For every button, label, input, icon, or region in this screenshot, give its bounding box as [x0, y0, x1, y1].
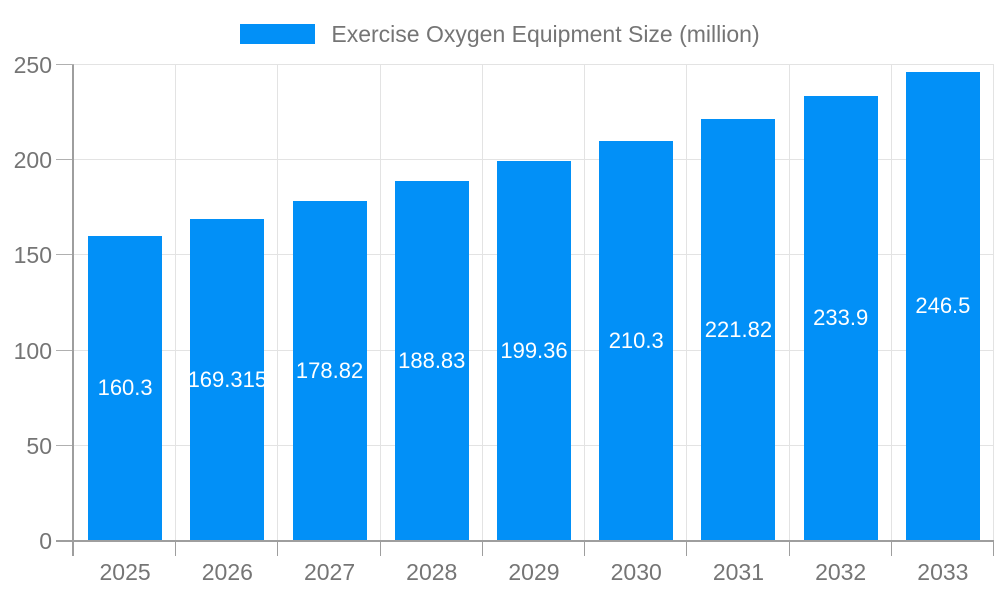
bar[interactable]	[88, 235, 163, 541]
y-tick-label: 200	[13, 147, 52, 174]
v-gridline	[481, 65, 483, 541]
y-tick-label: 150	[13, 242, 52, 269]
y-tick-label: 0	[39, 528, 52, 554]
bar-value-label: 221.82	[704, 316, 773, 342]
legend-swatch-icon	[240, 24, 316, 44]
v-gridline	[584, 65, 586, 541]
legend-item-series[interactable]: Exercise Oxygen Equipment Size (million)	[240, 21, 760, 47]
x-tick-label: 2025	[99, 559, 151, 585]
legend-label: Exercise Oxygen Equipment Size (million)	[331, 21, 760, 47]
bar-value-label: 199.36	[500, 338, 568, 364]
v-gridline	[993, 65, 994, 541]
y-tick-mark	[56, 254, 74, 256]
x-tick-label: 2029	[508, 559, 560, 585]
v-gridline	[890, 65, 892, 541]
x-tick-label: 2026	[201, 559, 253, 585]
x-tick-mark	[277, 541, 279, 556]
x-tick-mark	[175, 541, 177, 556]
h-gridline	[74, 159, 994, 161]
x-tick-label: 2032	[815, 559, 867, 585]
v-gridline	[175, 65, 177, 541]
bar[interactable]	[803, 95, 878, 541]
x-tick-label: 2031	[712, 559, 765, 585]
bar-value-label: 178.82	[295, 357, 364, 383]
v-gridline	[788, 65, 790, 541]
bar[interactable]	[905, 71, 980, 541]
bar[interactable]	[497, 161, 571, 541]
bar-value-label: 188.83	[398, 348, 466, 374]
y-tick-label: 50	[26, 432, 52, 459]
v-gridline	[277, 65, 279, 541]
x-tick-mark	[993, 541, 994, 556]
bar[interactable]	[292, 200, 367, 541]
bar[interactable]	[394, 181, 469, 541]
x-axis-line	[72, 540, 994, 542]
x-tick-mark	[788, 541, 790, 556]
bar[interactable]	[701, 118, 776, 541]
bar[interactable]	[599, 140, 674, 541]
bar-value-label: 210.3	[608, 327, 664, 353]
bar-value-label: 160.3	[97, 375, 153, 401]
v-gridline	[379, 65, 381, 541]
y-tick-mark	[56, 444, 74, 446]
x-tick-label: 2030	[610, 559, 662, 585]
x-tick-mark	[686, 541, 688, 556]
bar[interactable]	[190, 218, 265, 541]
y-tick-label: 100	[13, 337, 52, 364]
y-tick-mark	[56, 159, 74, 161]
y-tick-mark	[56, 64, 74, 65]
x-tick-mark	[379, 541, 381, 556]
y-tick-mark	[56, 349, 74, 351]
bar-value-label: 233.9	[813, 305, 869, 331]
x-tick-mark	[890, 541, 892, 556]
y-axis-line	[72, 65, 74, 556]
y-tick-mark	[56, 540, 74, 542]
v-gridline	[686, 65, 688, 541]
x-tick-label: 2027	[303, 559, 356, 585]
x-tick-mark	[481, 541, 483, 556]
x-tick-label: 2028	[406, 559, 458, 585]
x-tick-label: 2033	[917, 559, 969, 585]
chart-legend: Exercise Oxygen Equipment Size (million)	[0, 22, 1000, 46]
bar-value-label: 246.5	[915, 293, 971, 319]
bar-value-label: 169.315	[187, 366, 268, 392]
x-tick-mark	[584, 541, 586, 556]
h-gridline	[74, 64, 994, 65]
y-tick-label: 250	[13, 52, 52, 78]
